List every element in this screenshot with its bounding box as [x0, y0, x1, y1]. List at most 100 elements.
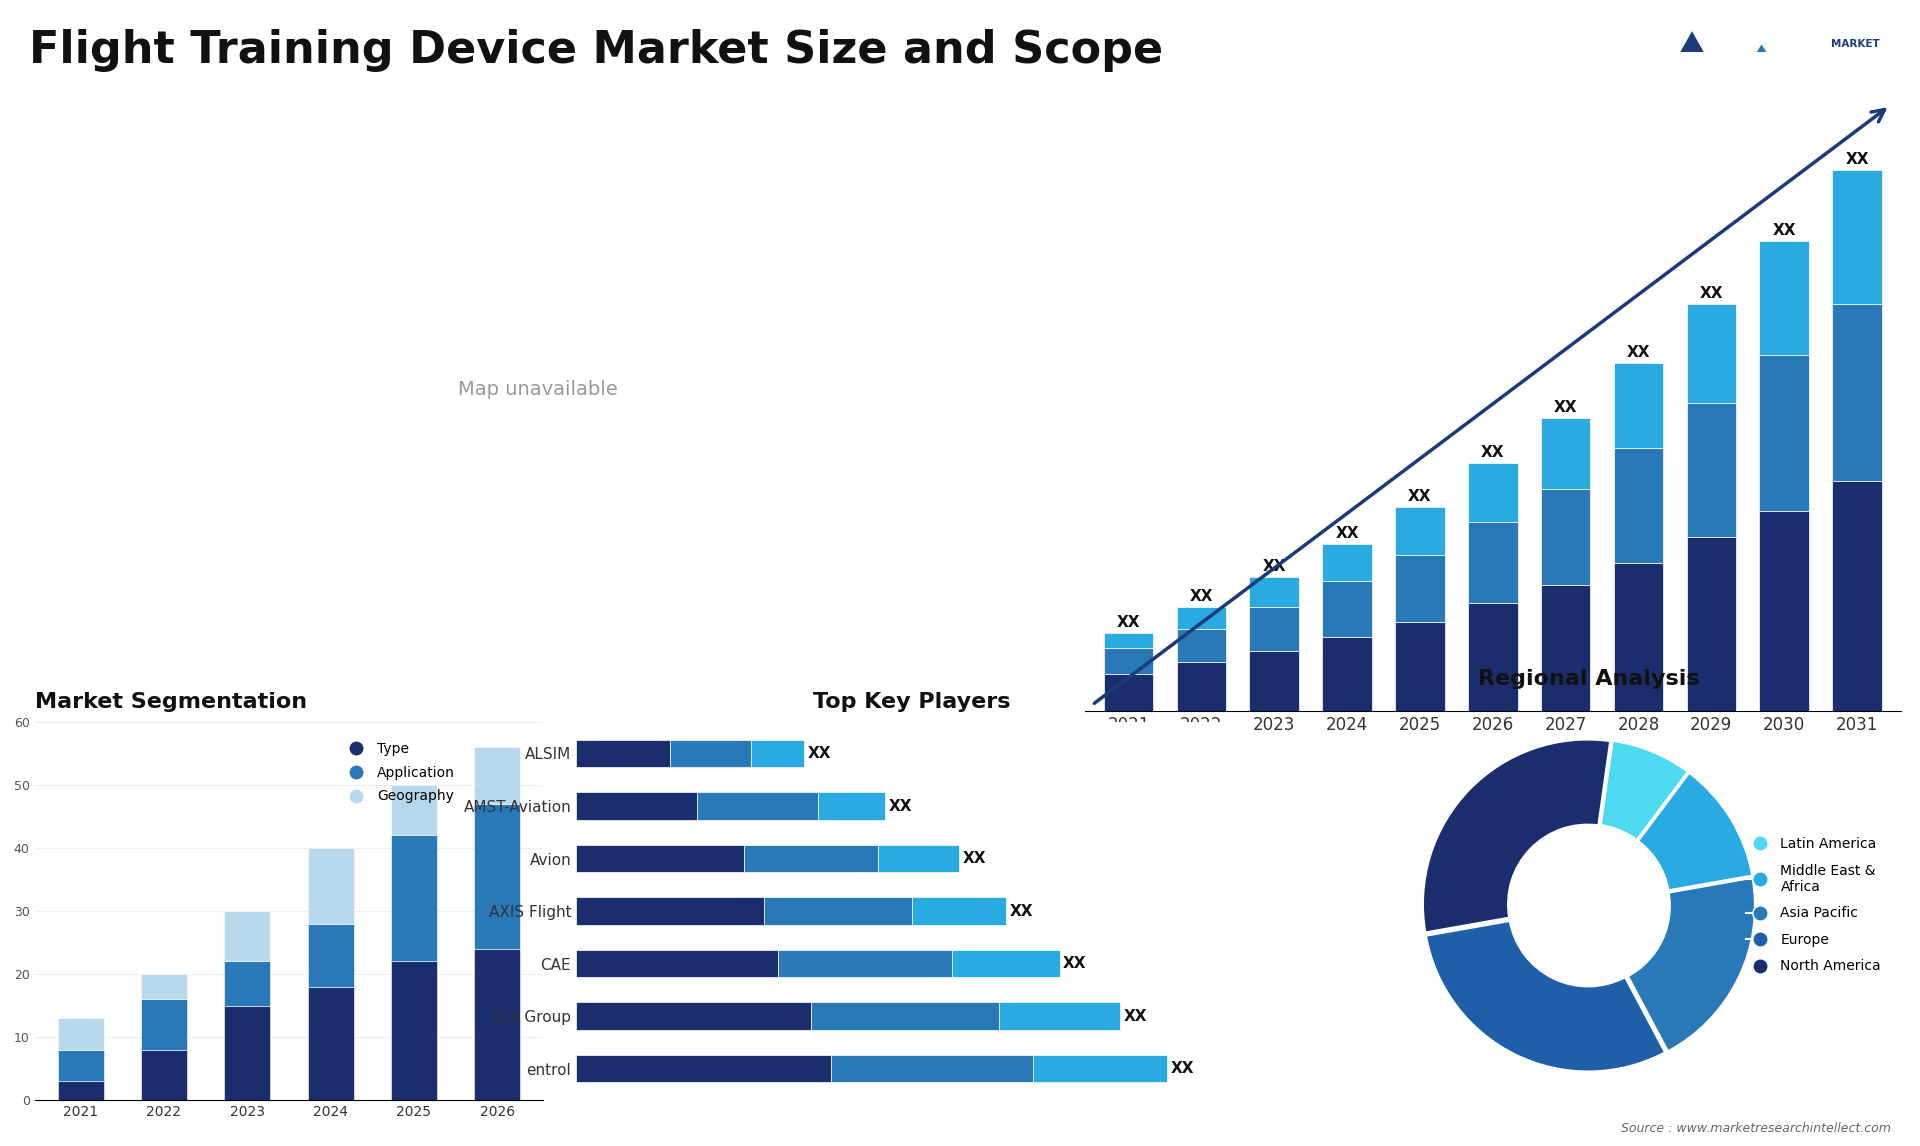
Text: XX: XX	[1553, 400, 1578, 415]
Bar	[877, 845, 958, 872]
Title: Top Key Players: Top Key Players	[814, 692, 1010, 712]
Bar	[225, 1006, 271, 1100]
Text: XX: XX	[1123, 1008, 1146, 1023]
Bar	[778, 950, 952, 978]
Text: XX: XX	[1772, 222, 1795, 237]
Bar	[1613, 363, 1663, 448]
Wedge shape	[1425, 920, 1665, 1072]
Bar	[1686, 304, 1736, 403]
Bar	[1759, 355, 1809, 511]
Bar	[1250, 607, 1300, 651]
Text: XX: XX	[1699, 285, 1722, 300]
Bar	[58, 1018, 104, 1050]
Bar	[1832, 304, 1882, 481]
Text: XX: XX	[1010, 903, 1033, 919]
Bar	[1613, 448, 1663, 563]
Text: Market Segmentation: Market Segmentation	[35, 692, 307, 712]
Bar	[1686, 536, 1736, 711]
Bar	[1250, 578, 1300, 607]
Bar	[474, 804, 520, 949]
Bar	[1177, 607, 1227, 629]
Bar	[140, 1050, 186, 1100]
Bar	[576, 792, 697, 819]
Text: MARKET: MARKET	[1832, 39, 1880, 49]
Wedge shape	[1601, 740, 1688, 840]
Bar	[697, 792, 818, 819]
Text: Flight Training Device Market Size and Scope: Flight Training Device Market Size and S…	[29, 29, 1164, 72]
Bar	[1469, 463, 1517, 521]
Bar	[576, 897, 764, 925]
Text: XX: XX	[808, 746, 831, 761]
Bar	[307, 848, 353, 924]
Text: XX: XX	[1117, 615, 1140, 630]
Bar	[576, 1003, 810, 1030]
Bar	[1033, 1055, 1167, 1082]
Bar	[1613, 563, 1663, 711]
Text: XX: XX	[1480, 445, 1505, 460]
Legend: Type, Application, Geography: Type, Application, Geography	[336, 737, 461, 809]
Bar	[1250, 651, 1300, 711]
Bar	[1396, 622, 1444, 711]
Bar	[576, 845, 745, 872]
Bar	[1323, 544, 1373, 581]
Text: XX: XX	[1263, 559, 1286, 574]
Bar	[1542, 488, 1590, 584]
Legend: Latin America, Middle East &
Africa, Asia Pacific, Europe, North America: Latin America, Middle East & Africa, Asi…	[1740, 832, 1887, 979]
Bar	[764, 897, 912, 925]
Bar	[1832, 481, 1882, 711]
Bar	[225, 961, 271, 1006]
Text: Map unavailable: Map unavailable	[457, 380, 618, 399]
Bar	[392, 835, 438, 961]
Text: XX: XX	[1334, 526, 1359, 541]
Text: XX: XX	[1171, 1061, 1194, 1076]
Title: Regional Analysis: Regional Analysis	[1478, 669, 1699, 689]
Bar	[1542, 418, 1590, 488]
Bar	[392, 961, 438, 1100]
Bar	[831, 1055, 1033, 1082]
Bar	[576, 950, 778, 978]
Bar	[1396, 507, 1444, 555]
Text: XX: XX	[1626, 345, 1651, 360]
Bar	[745, 845, 877, 872]
Bar	[818, 792, 885, 819]
Wedge shape	[1628, 878, 1755, 1052]
Bar	[810, 1003, 998, 1030]
Bar	[474, 747, 520, 804]
Bar	[1323, 581, 1373, 636]
Bar	[1177, 662, 1227, 711]
Text: XX: XX	[889, 799, 912, 814]
Bar	[474, 949, 520, 1100]
Polygon shape	[1705, 45, 1816, 131]
Bar	[307, 924, 353, 987]
Text: XX: XX	[1845, 152, 1868, 167]
Bar	[307, 987, 353, 1100]
Bar	[576, 740, 670, 767]
Wedge shape	[1638, 772, 1753, 890]
Bar	[576, 1055, 831, 1082]
Bar	[952, 950, 1060, 978]
Bar	[1469, 521, 1517, 603]
Text: XX: XX	[962, 851, 985, 866]
Bar	[1759, 241, 1809, 355]
Bar	[1104, 674, 1154, 711]
Bar	[140, 974, 186, 999]
Bar	[998, 1003, 1119, 1030]
Bar	[1323, 636, 1373, 711]
Bar	[1469, 603, 1517, 711]
Text: XX: XX	[1190, 589, 1213, 604]
Bar	[1542, 584, 1590, 711]
Polygon shape	[1636, 31, 1747, 131]
Bar	[58, 1082, 104, 1100]
Text: RESEARCH: RESEARCH	[1832, 72, 1893, 83]
Bar	[58, 1050, 104, 1082]
Bar	[225, 911, 271, 961]
Bar	[670, 740, 751, 767]
Text: INTELLECT: INTELLECT	[1832, 105, 1893, 116]
Bar	[1104, 647, 1154, 674]
Bar	[751, 740, 804, 767]
Bar	[140, 999, 186, 1050]
Text: XX: XX	[1407, 489, 1432, 504]
Bar	[1104, 633, 1154, 647]
Bar	[1759, 511, 1809, 711]
Bar	[1396, 555, 1444, 622]
